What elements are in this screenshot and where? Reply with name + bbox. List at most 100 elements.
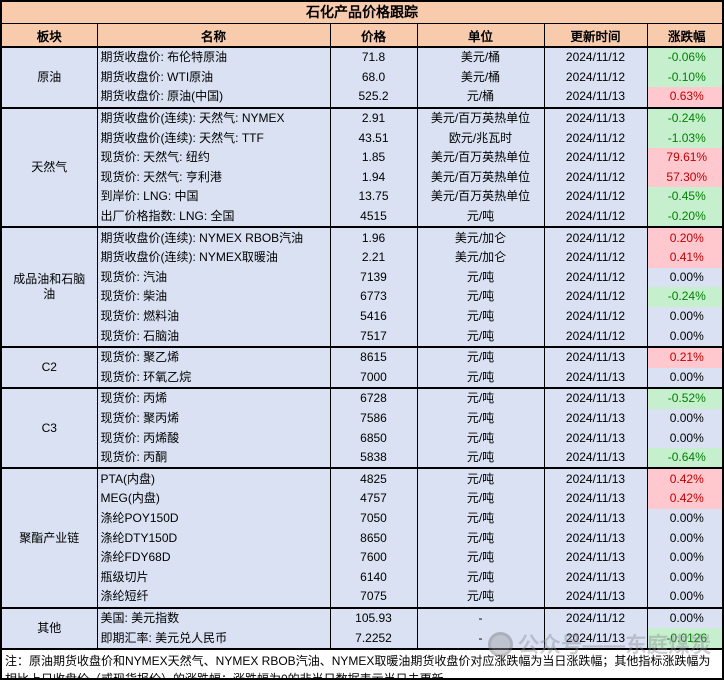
change-cell: 57.30% bbox=[646, 167, 722, 188]
date-cell: 2024/11/13 bbox=[543, 367, 647, 389]
sector-cell: 天然气 bbox=[2, 106, 97, 228]
sector-cell: C2 bbox=[2, 345, 97, 389]
unit-cell: 元/吨 bbox=[416, 528, 544, 548]
name-cell: 期货收盘价(连续): NYMEX取暖油 bbox=[96, 247, 330, 268]
unit-cell: 元/吨 bbox=[416, 428, 544, 448]
unit-cell: 美元/桶 bbox=[416, 47, 544, 68]
name-cell: 期货收盘价: WTI原油 bbox=[96, 67, 330, 88]
table-row: 到岸价: LNG: 中国 13.75 美元/百万英热单位 2024/11/12 -0.4… bbox=[2, 187, 722, 207]
change-cell: 0.00% bbox=[646, 267, 722, 288]
column-header-change: 涨跌幅 bbox=[646, 24, 722, 48]
price-cell: 2.91 bbox=[329, 106, 417, 129]
unit-cell: 元/吨 bbox=[416, 206, 544, 228]
change-cell: -1.03% bbox=[646, 128, 722, 148]
unit-cell: 美元/百万英热单位 bbox=[416, 147, 544, 168]
date-cell: 2024/11/12 bbox=[543, 247, 647, 268]
price-cell: 1.94 bbox=[329, 167, 417, 188]
name-cell: 现货价: 丙烯 bbox=[96, 387, 330, 409]
price-cell: 43.51 bbox=[329, 128, 417, 148]
price-cell: 6850 bbox=[329, 428, 417, 448]
table-row: 成品油和石脑油 期货收盘价(连续): NYMEX RBOB汽油 1.96 美元/加仑 2… bbox=[2, 226, 722, 347]
table-row: 天然气 期货收盘价(连续): 天然气: NYMEX 2.91 美元/百万英热单位 202… bbox=[2, 106, 722, 228]
date-cell: 2024/11/12 bbox=[543, 606, 647, 629]
date-cell: 2024/11/12 bbox=[543, 226, 647, 248]
unit-cell: 元/吨 bbox=[416, 547, 544, 568]
table-row: 瓶级切片 6140 元/吨 2024/11/13 0.00% bbox=[2, 567, 722, 588]
table-row: 涤纶POY150D 7050 元/吨 2024/11/13 0.00% bbox=[2, 508, 722, 529]
change-cell: 0.20% bbox=[646, 226, 722, 248]
date-cell: 2024/11/13 bbox=[543, 567, 647, 588]
price-cell: 5838 bbox=[329, 447, 417, 469]
unit-cell: 美元/百万英热单位 bbox=[416, 106, 544, 129]
table-row: 出厂价格指数: LNG: 全国 4515 元/吨 2024/11/12 -0.20% bbox=[2, 206, 722, 228]
header-row: 板块 名称 价格 单位 更新时间 涨跌幅 bbox=[2, 24, 722, 48]
date-cell: 2024/11/13 bbox=[543, 547, 647, 568]
column-header-name: 名称 bbox=[96, 24, 330, 48]
name-cell: 涤纶FDY68D bbox=[96, 547, 330, 568]
change-cell: -0.0126 bbox=[646, 628, 722, 648]
table-row: 现货价: 汽油 7139 元/吨 2024/11/12 0.00% bbox=[2, 267, 722, 288]
footnote: 注：原油期货收盘价和NYMEX天然气、NYMEX RBOB汽油、NYMEX取暖油… bbox=[2, 647, 722, 678]
change-cell: -0.06% bbox=[646, 47, 722, 68]
table-row: 期货收盘价: WTI原油 68.0 美元/桶 2024/11/12 -0.10% bbox=[2, 67, 722, 88]
date-cell: 2024/11/13 bbox=[543, 528, 647, 548]
unit-cell: 元/吨 bbox=[416, 447, 544, 469]
table-row: 原油 期货收盘价: 布伦特原油 71.8 美元/桶 2024/11/12 -0.06% bbox=[2, 47, 722, 84]
unit-cell: 元/吨 bbox=[416, 326, 544, 347]
date-cell: 2024/11/13 bbox=[543, 467, 647, 490]
price-cell: 7517 bbox=[329, 326, 417, 347]
date-cell: 2024/11/12 bbox=[543, 67, 647, 88]
table-row: 期货收盘价(连续): 天然气: TTF 43.51 欧元/兆瓦时 2024/11/12… bbox=[2, 128, 722, 148]
change-cell: 0.00% bbox=[646, 306, 722, 327]
price-cell: 7600 bbox=[329, 547, 417, 568]
column-header-price: 价格 bbox=[329, 24, 417, 48]
price-cell: 1.96 bbox=[329, 226, 417, 248]
name-cell: 现货价: 环氧乙烷 bbox=[96, 367, 330, 389]
change-cell: 0.00% bbox=[646, 567, 722, 588]
date-cell: 2024/11/13 bbox=[543, 387, 647, 409]
unit-cell: 元/吨 bbox=[416, 267, 544, 288]
unit-cell: 美元/加仑 bbox=[416, 247, 544, 268]
name-cell: 现货价: 天然气: 亨利港 bbox=[96, 167, 330, 188]
name-cell: 现货价: 柴油 bbox=[96, 287, 330, 307]
sector-cell: C3 bbox=[2, 387, 97, 469]
table-row: 现货价: 丙酮 5838 元/吨 2024/11/13 -0.64% bbox=[2, 447, 722, 469]
unit-cell: 美元/桶 bbox=[416, 67, 544, 88]
column-header-unit: 单位 bbox=[416, 24, 544, 48]
table-row: 涤纶DTY150D 8650 元/吨 2024/11/13 0.00% bbox=[2, 528, 722, 548]
price-cell: 8650 bbox=[329, 528, 417, 548]
change-cell: 0.00% bbox=[646, 408, 722, 429]
price-cell: 7000 bbox=[329, 367, 417, 389]
change-cell: -0.24% bbox=[646, 106, 722, 129]
name-cell: 到岸价: LNG: 中国 bbox=[96, 187, 330, 207]
table-row: 期货收盘价(连续): NYMEX取暖油 2.21 美元/加仑 2024/11/12 0.… bbox=[2, 247, 722, 268]
date-cell: 2024/11/13 bbox=[543, 628, 647, 648]
price-cell: 68.0 bbox=[329, 67, 417, 88]
price-table: 板块 名称 价格 单位 更新时间 涨跌幅 原油 期货收盘价: 布伦特原油 71.8 美… bbox=[2, 24, 722, 648]
table-row: 现货价: 环氧乙烷 7000 元/吨 2024/11/13 0.00% bbox=[2, 367, 722, 389]
unit-cell: 元/吨 bbox=[416, 306, 544, 327]
name-cell: 期货收盘价(连续): 天然气: NYMEX bbox=[96, 106, 330, 129]
sector-cell: 聚酯产业链 bbox=[2, 467, 97, 608]
name-cell: 期货收盘价: 布伦特原油 bbox=[96, 47, 330, 68]
name-cell: 涤纶DTY150D bbox=[96, 528, 330, 548]
change-cell: 0.42% bbox=[646, 467, 722, 490]
date-cell: 2024/11/12 bbox=[543, 47, 647, 68]
name-cell: 期货收盘价(连续): NYMEX RBOB汽油 bbox=[96, 226, 330, 248]
price-cell: 4515 bbox=[329, 206, 417, 228]
date-cell: 2024/11/13 bbox=[543, 508, 647, 529]
name-cell: 现货价: 汽油 bbox=[96, 267, 330, 288]
change-cell: 0.00% bbox=[646, 587, 722, 608]
price-cell: 6773 bbox=[329, 287, 417, 307]
change-cell: 0.63% bbox=[646, 87, 722, 108]
price-cell: 5416 bbox=[329, 306, 417, 327]
price-cell: 105.93 bbox=[329, 606, 417, 629]
date-cell: 2024/11/12 bbox=[543, 287, 647, 307]
unit-cell: 元/吨 bbox=[416, 567, 544, 588]
sector-cell: 成品油和石脑油 bbox=[2, 226, 97, 347]
date-cell: 2024/11/13 bbox=[543, 408, 647, 429]
name-cell: 瓶级切片 bbox=[96, 567, 330, 588]
price-cell: 7.2252 bbox=[329, 628, 417, 648]
table-row: 聚酯产业链 PTA(内盘) 4825 元/吨 2024/11/13 0.42% bbox=[2, 467, 722, 608]
